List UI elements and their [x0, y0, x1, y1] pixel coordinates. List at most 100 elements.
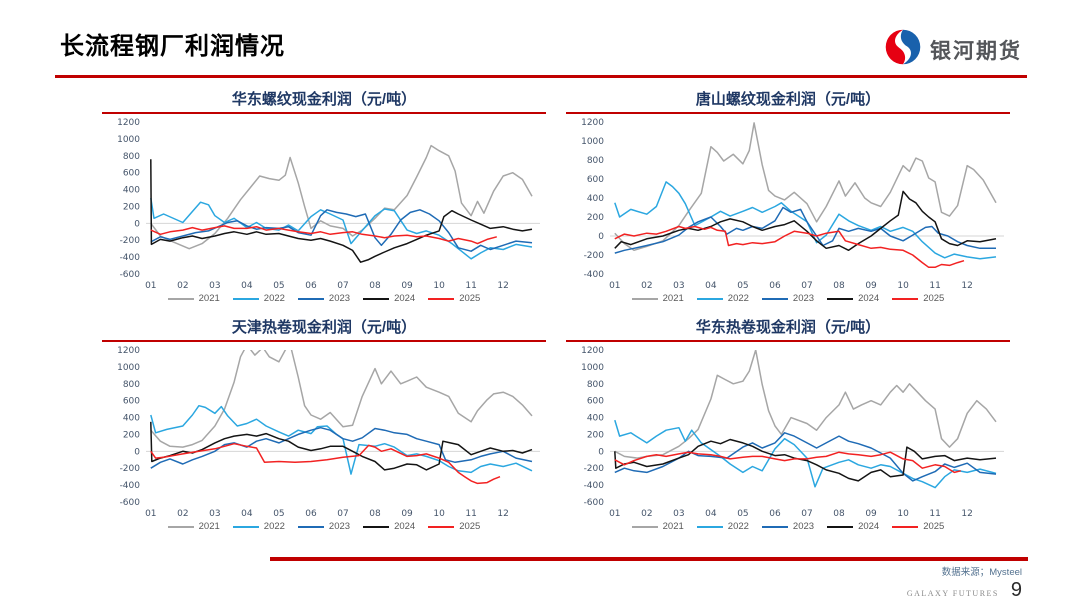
- legend-label: 2024: [858, 521, 880, 532]
- legend-swatch-2022: [232, 525, 259, 528]
- legend-swatch-2025: [428, 525, 455, 528]
- y-tick-label: -600: [120, 498, 141, 508]
- y-tick-label: 400: [123, 414, 140, 424]
- chart-title-underline: [566, 112, 1010, 114]
- footer-divider: [270, 557, 1028, 561]
- legend-label: 2022: [727, 293, 749, 304]
- y-tick-label: -400: [120, 481, 141, 491]
- legend-swatch-2025: [892, 297, 919, 300]
- chart-canvas: 1200 1000 800 600 400 200 0 -200 -400 -600 01 02 03 0…: [117, 118, 540, 291]
- legend-item-2023: 2023: [761, 293, 814, 304]
- y-tick-label: 0: [134, 447, 140, 457]
- legend-item-2022: 2022: [232, 293, 285, 304]
- y-tick-label: 600: [123, 397, 140, 407]
- chart-huadong-rebar: 华东螺纹现金利润（元/吨） 1200 1000 800 600 400 200 0 -200 -…: [98, 86, 550, 304]
- x-tick-label: 10: [433, 509, 445, 519]
- x-tick-label: 02: [641, 509, 652, 519]
- chart-title-underline: [566, 340, 1010, 342]
- page-title: 长流程钢厂利润情况: [60, 33, 285, 60]
- legend-item-2023: 2023: [761, 521, 815, 532]
- legend-swatch-2023: [761, 297, 788, 300]
- x-tick-label: 05: [737, 281, 748, 291]
- y-tick-label: 1000: [117, 135, 140, 145]
- legend-item-2024: 2024: [363, 521, 415, 532]
- legend-item-2022: 2022: [232, 521, 285, 532]
- y-tick-label: 1200: [117, 118, 140, 128]
- legend-swatch-2025: [428, 297, 455, 300]
- x-tick-label: 01: [609, 281, 620, 291]
- x-tick-label: 05: [273, 281, 284, 291]
- y-tick-label: 400: [587, 414, 604, 424]
- x-tick-label: 06: [769, 281, 781, 291]
- legend-item-2021: 2021: [167, 521, 220, 532]
- chart-title-underline: [102, 340, 546, 342]
- series-line-2023: [614, 206, 996, 254]
- x-tick-label: 11: [929, 509, 940, 519]
- y-tick-label: 0: [134, 219, 140, 229]
- series-line-2021: [150, 350, 533, 448]
- x-tick-label: 04: [241, 281, 253, 291]
- x-tick-label: 05: [737, 509, 748, 519]
- y-tick-label: 800: [587, 380, 604, 390]
- legend-label: 2025: [459, 293, 481, 304]
- legend-swatch-2021: [167, 297, 194, 300]
- y-tick-label: 400: [587, 194, 604, 204]
- chart-legend: 2021 2022 2023 2024 2025: [562, 521, 1014, 532]
- series-line-2021: [614, 350, 997, 459]
- series-line-2022: [614, 419, 997, 489]
- brand-row: GALAXY FUTURES 9: [907, 579, 1022, 602]
- x-tick-label: 05: [273, 509, 284, 519]
- x-tick-label: 03: [673, 281, 684, 291]
- x-tick-label: 08: [369, 281, 381, 291]
- legend-label: 2023: [328, 293, 351, 304]
- legend-label: 2023: [328, 521, 351, 532]
- legend-swatch-2024: [827, 525, 854, 528]
- chart-legend: 2021 2022 2023 2024 2025: [98, 293, 550, 304]
- chart-plot: 1200 1000 800 600 400 200 0 -200 -400 01 02 03 04 05 0…: [562, 116, 1014, 292]
- legend-swatch-2024: [363, 297, 390, 300]
- legend-item-2025: 2025: [428, 293, 480, 304]
- legend-swatch-2023: [297, 297, 324, 300]
- y-tick-label: 600: [587, 175, 604, 185]
- chart-legend: 2021 2022 2023 2024 2025: [562, 293, 1014, 304]
- legend-label: 2022: [727, 521, 749, 532]
- legend-swatch-2023: [761, 525, 788, 528]
- footer: 数据来源；Mysteel GALAXY FUTURES 9: [907, 564, 1022, 602]
- legend-item-2025: 2025: [892, 293, 944, 304]
- series-line-2024: [150, 159, 533, 263]
- legend-label: 2022: [263, 293, 285, 304]
- series-line-2024: [150, 421, 533, 471]
- x-tick-label: 12: [497, 509, 508, 519]
- x-tick-label: 07: [801, 509, 812, 519]
- x-tick-label: 01: [145, 509, 156, 519]
- y-tick-label: -200: [584, 251, 605, 261]
- chart-plot: 1200 1000 800 600 400 200 0 -200 -400 -600 01 02 03 0…: [98, 116, 550, 292]
- x-tick-label: 08: [833, 509, 845, 519]
- legend-item-2022: 2022: [696, 293, 749, 304]
- legend-item-2023: 2023: [297, 293, 351, 304]
- x-tick-label: 01: [145, 281, 156, 291]
- legend-label: 2025: [923, 293, 945, 304]
- legend-swatch-2022: [696, 525, 723, 528]
- x-tick-label: 04: [705, 509, 717, 519]
- chart-canvas: 1200 1000 800 600 400 200 0 -200 -400 01 02 03 04 05 0…: [581, 118, 1004, 291]
- x-tick-label: 10: [433, 281, 445, 291]
- x-tick-label: 08: [369, 509, 381, 519]
- legend-swatch-2021: [631, 297, 658, 300]
- series-line-2023: [614, 432, 997, 482]
- y-tick-label: 200: [587, 213, 604, 223]
- chart-canvas: 1200 1000 800 600 400 200 0 -200 -400 -600 01 02 03 0…: [117, 346, 540, 519]
- y-tick-label: -600: [120, 270, 141, 280]
- legend-swatch-2023: [297, 525, 324, 528]
- series-line-2024: [614, 190, 997, 252]
- x-tick-label: 03: [673, 509, 684, 519]
- y-tick-label: 200: [123, 202, 140, 212]
- chart-canvas: 1200 1000 800 600 400 200 0 -200 -400 -600 01 02 03 0…: [581, 346, 1004, 519]
- header-divider: [55, 75, 1027, 78]
- legend-label: 2023: [792, 521, 815, 532]
- chart-title: 华东热卷现金利润（元/吨）: [695, 319, 881, 336]
- y-tick-label: -200: [120, 236, 141, 246]
- chart-plot: 1200 1000 800 600 400 200 0 -200 -400 -600 01 02 03 0…: [98, 344, 550, 520]
- legend-label: 2025: [459, 521, 481, 532]
- y-tick-label: 600: [587, 397, 604, 407]
